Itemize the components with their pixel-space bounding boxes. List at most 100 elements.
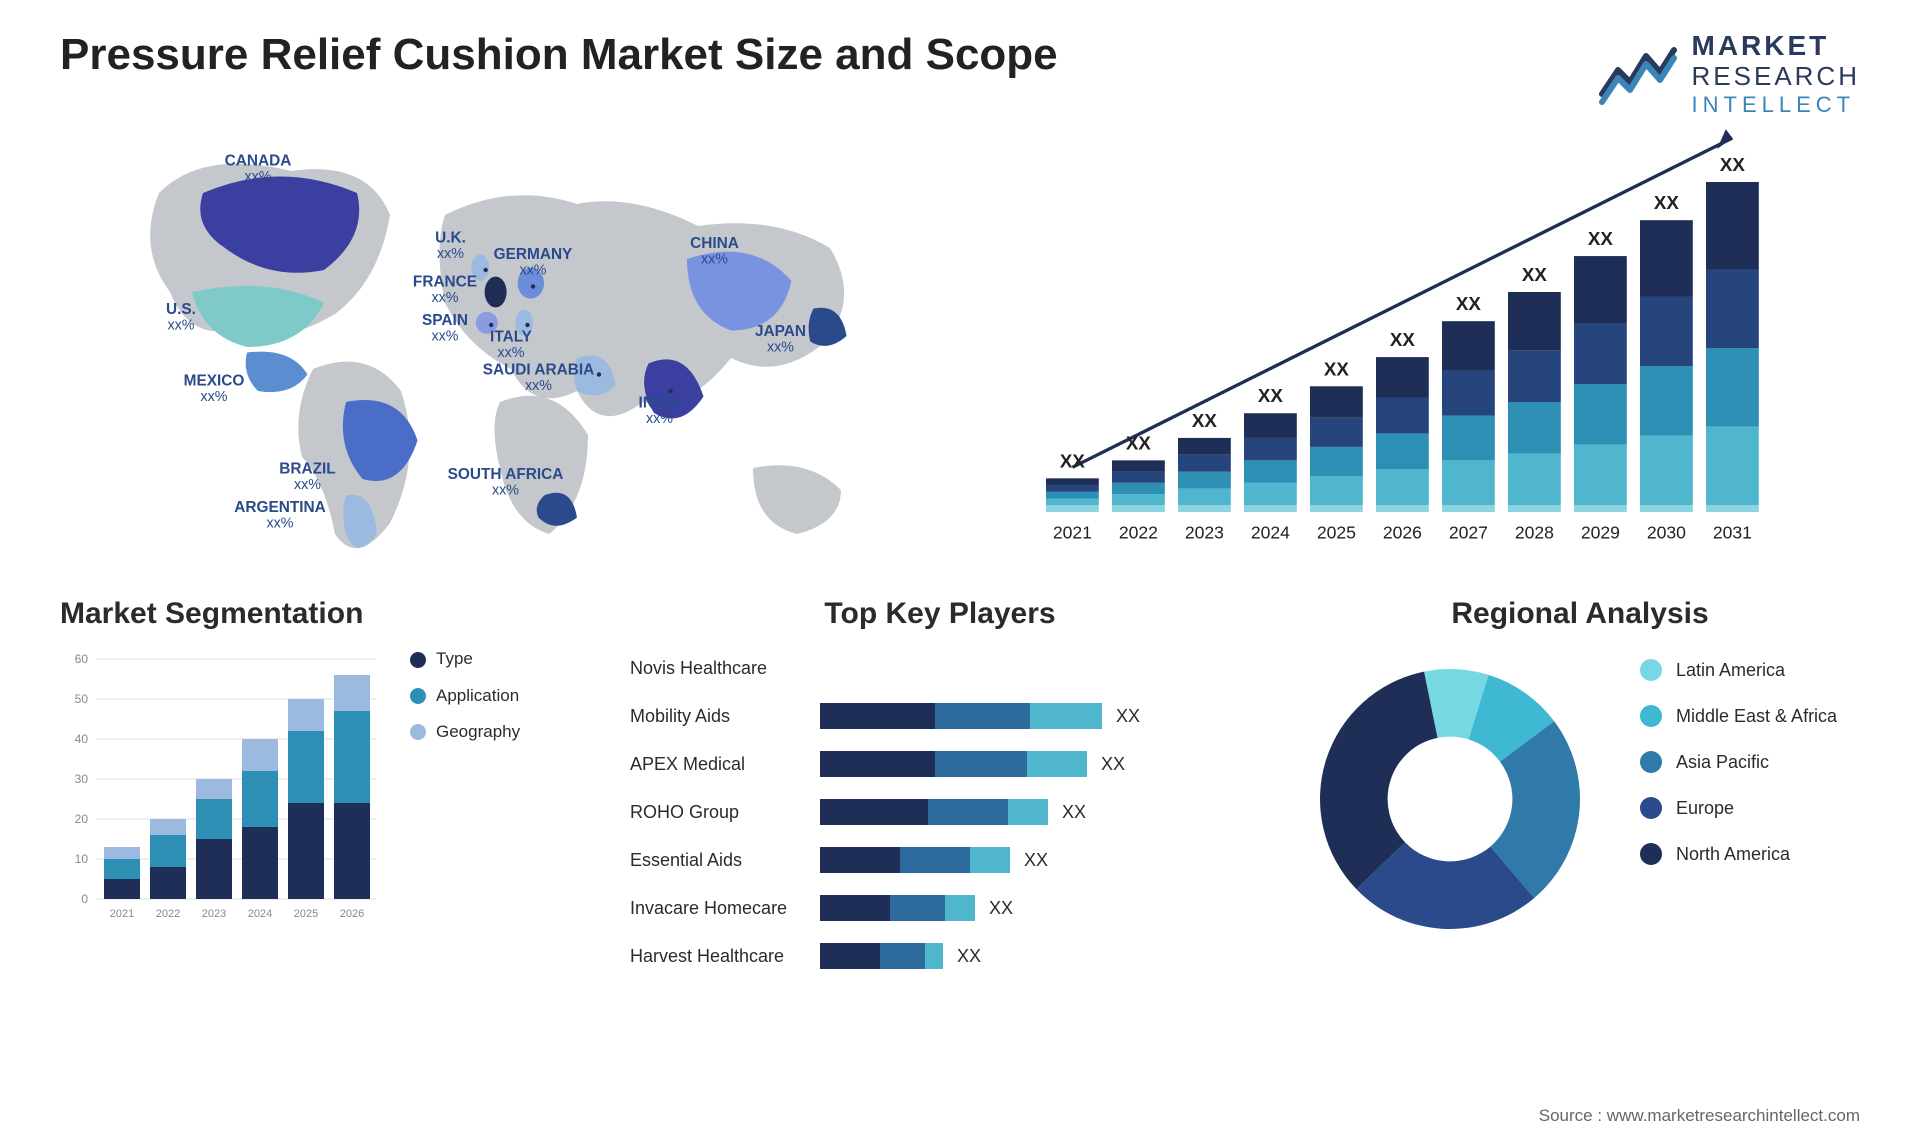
- logo-line2: RESEARCH: [1692, 62, 1860, 92]
- growth-chart-panel: XX2021XX2022XX2023XX2024XX2025XX2026XX20…: [980, 127, 1860, 567]
- player-value: XX: [1024, 850, 1048, 871]
- player-bar: [820, 943, 943, 969]
- player-value: XX: [1116, 706, 1140, 727]
- svg-text:INDIA: INDIA: [639, 395, 681, 412]
- svg-text:xx%: xx%: [200, 389, 227, 405]
- legend-swatch: [410, 652, 426, 668]
- svg-text:U.K.: U.K.: [435, 230, 466, 247]
- svg-text:0: 0: [81, 892, 88, 906]
- player-bar: [820, 703, 1102, 729]
- player-bar: [820, 847, 1010, 873]
- svg-text:FRANCE: FRANCE: [413, 274, 477, 291]
- top-row: CANADAxx%U.S.xx%MEXICOxx%BRAZILxx%ARGENT…: [0, 127, 1920, 567]
- region-legend-item: Middle East & Africa: [1640, 705, 1837, 727]
- player-label: Harvest Healthcare: [630, 946, 820, 967]
- svg-text:XX: XX: [1390, 329, 1415, 350]
- svg-text:XX: XX: [1720, 154, 1745, 175]
- segmentation-chart: 0102030405060202120222023202420252026: [60, 649, 380, 929]
- svg-text:2021: 2021: [110, 908, 134, 920]
- world-map: CANADAxx%U.S.xx%MEXICOxx%BRAZILxx%ARGENT…: [60, 127, 940, 567]
- bottom-row: Market Segmentation 01020304050602021202…: [0, 567, 1920, 975]
- svg-text:2024: 2024: [1251, 523, 1290, 543]
- svg-text:xx%: xx%: [437, 246, 464, 262]
- legend-label: Geography: [436, 722, 520, 742]
- player-row: Mobility Aids XX: [630, 697, 1250, 735]
- svg-text:20: 20: [75, 812, 89, 826]
- svg-text:30: 30: [75, 772, 89, 786]
- player-value: XX: [1101, 754, 1125, 775]
- legend-swatch: [1640, 705, 1662, 727]
- svg-text:2025: 2025: [1317, 523, 1356, 543]
- svg-text:JAPAN: JAPAN: [755, 323, 806, 340]
- players-chart: Novis HealthcareMobility AidsXXAPEX Medi…: [630, 649, 1250, 975]
- svg-text:50: 50: [75, 692, 89, 706]
- player-value: XX: [989, 898, 1013, 919]
- svg-text:xx%: xx%: [431, 329, 458, 345]
- svg-text:GERMANY: GERMANY: [494, 246, 573, 263]
- region-legend-item: Latin America: [1640, 659, 1837, 681]
- svg-text:CANADA: CANADA: [225, 153, 292, 170]
- player-label: ROHO Group: [630, 802, 820, 823]
- svg-text:SPAIN: SPAIN: [422, 312, 468, 329]
- logo-line1: MARKET: [1692, 30, 1860, 62]
- svg-text:ARGENTINA: ARGENTINA: [234, 499, 326, 516]
- region-legend-item: Europe: [1640, 797, 1837, 819]
- svg-text:xx%: xx%: [519, 263, 546, 279]
- players-title: Top Key Players: [630, 597, 1250, 631]
- legend-label: Middle East & Africa: [1676, 706, 1837, 728]
- svg-text:2026: 2026: [1383, 523, 1422, 543]
- logo-icon: [1598, 42, 1678, 106]
- svg-text:xx%: xx%: [266, 516, 293, 532]
- svg-text:XX: XX: [1126, 433, 1151, 454]
- segmentation-legend-item: Geography: [410, 722, 520, 742]
- player-value: XX: [1062, 802, 1086, 823]
- player-row: Harvest HealthcareXX: [630, 937, 1250, 975]
- svg-text:ITALY: ITALY: [490, 329, 533, 346]
- svg-text:2029: 2029: [1581, 523, 1620, 543]
- svg-text:xx%: xx%: [492, 483, 519, 499]
- legend-label: North America: [1676, 844, 1790, 866]
- legend-swatch: [1640, 797, 1662, 819]
- svg-text:XX: XX: [1522, 264, 1547, 285]
- svg-text:60: 60: [75, 652, 89, 666]
- player-label: Invacare Homecare: [630, 898, 820, 919]
- svg-text:XX: XX: [1192, 410, 1217, 431]
- svg-text:xx%: xx%: [525, 378, 552, 394]
- legend-swatch: [410, 724, 426, 740]
- svg-text:10: 10: [75, 852, 89, 866]
- player-row: Novis Healthcare: [630, 649, 1250, 687]
- svg-text:xx%: xx%: [767, 340, 794, 356]
- regional-title: Regional Analysis: [1300, 597, 1860, 631]
- segmentation-legend: Type Application Geography: [410, 649, 520, 758]
- segmentation-legend-item: Application: [410, 686, 520, 706]
- legend-swatch: [1640, 843, 1662, 865]
- svg-text:CHINA: CHINA: [690, 235, 739, 252]
- player-bar: [820, 895, 975, 921]
- regional-donut: [1300, 649, 1600, 949]
- region-legend-item: Asia Pacific: [1640, 751, 1837, 773]
- svg-text:2028: 2028: [1515, 523, 1554, 543]
- svg-text:xx%: xx%: [167, 318, 194, 334]
- svg-text:xx%: xx%: [294, 477, 321, 493]
- region-legend-item: North America: [1640, 843, 1837, 865]
- svg-text:U.S.: U.S.: [166, 301, 196, 318]
- player-label: Mobility Aids: [630, 706, 820, 727]
- legend-label: Application: [436, 686, 519, 706]
- regional-legend: Latin America Middle East & Africa Asia Pa…: [1640, 659, 1837, 865]
- legend-swatch: [1640, 751, 1662, 773]
- svg-text:XX: XX: [1456, 294, 1481, 315]
- svg-text:xx%: xx%: [244, 169, 271, 185]
- svg-text:40: 40: [75, 732, 89, 746]
- player-row: APEX MedicalXX: [630, 745, 1250, 783]
- players-panel: Top Key Players Novis Healthcare Mobility…: [630, 597, 1250, 975]
- svg-text:2023: 2023: [202, 908, 226, 920]
- legend-label: Type: [436, 649, 473, 669]
- svg-text:2023: 2023: [1185, 523, 1224, 543]
- segmentation-legend-item: Type: [410, 649, 520, 669]
- svg-text:XX: XX: [1258, 386, 1283, 407]
- svg-text:2022: 2022: [156, 908, 180, 920]
- svg-text:XX: XX: [1324, 359, 1349, 380]
- svg-text:2025: 2025: [294, 908, 318, 920]
- regional-panel: Regional Analysis Latin America Middle Ea…: [1300, 597, 1860, 975]
- legend-swatch: [1640, 659, 1662, 681]
